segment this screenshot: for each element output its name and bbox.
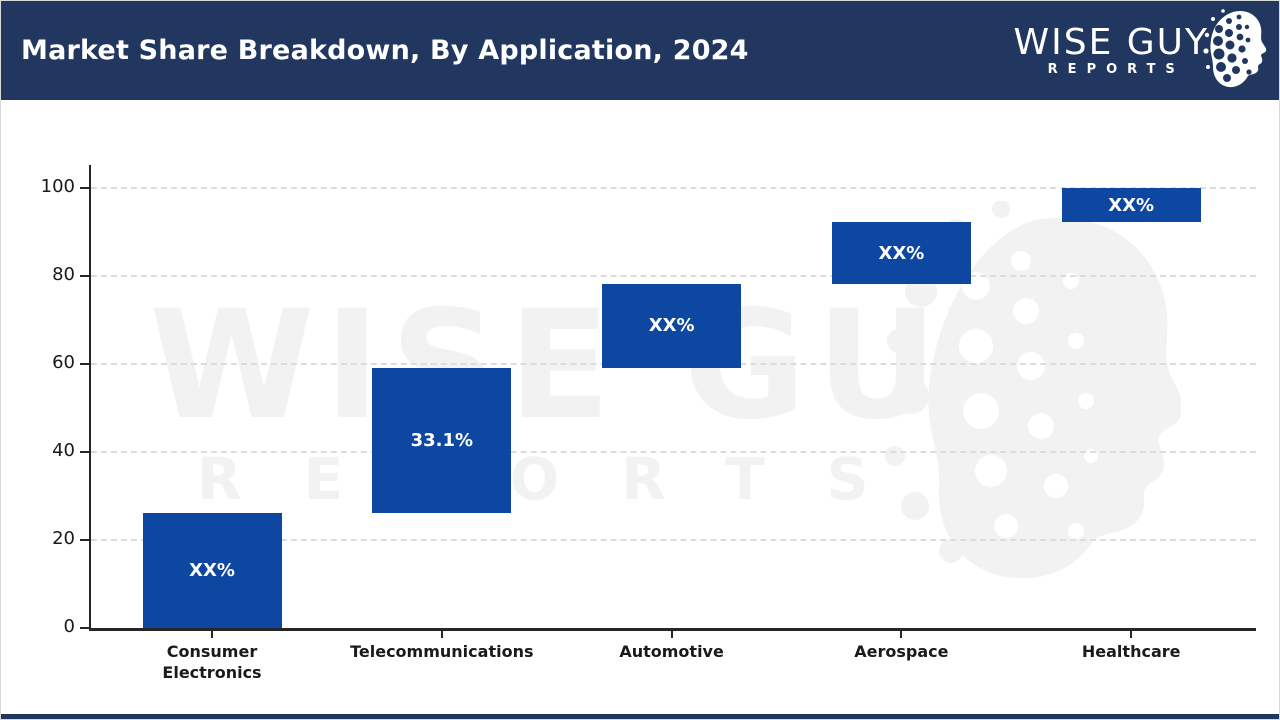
y-gridline xyxy=(91,451,1256,453)
x-tick-mark xyxy=(670,631,673,638)
x-category-label: Telecommunications xyxy=(350,642,534,661)
footer-bar xyxy=(1,714,1279,719)
waterfall-bar: XX% xyxy=(142,513,282,628)
logo-wordmark: WISE GUY xyxy=(1013,22,1209,63)
y-tick-label: 60 xyxy=(52,352,75,373)
logo-text: WISE GUY REPORTS xyxy=(1014,24,1210,78)
x-category-label: Healthcare xyxy=(1081,642,1181,661)
wise-guy-reports-logo: WISE GUY REPORTS xyxy=(1014,7,1270,95)
x-axis-line xyxy=(89,628,1256,631)
y-tick-label: 100 xyxy=(40,176,75,197)
y-tick-label: 20 xyxy=(52,528,75,549)
waterfall-bar: XX% xyxy=(1061,188,1201,223)
x-category-label: Aerospace xyxy=(854,642,949,661)
waterfall-chart: 0 20 40 60 80 100 Consumer Electronics XX% Telec… xyxy=(1,100,1279,714)
x-category-label: Consumer Electronics xyxy=(162,642,262,682)
page-title: Market Share Breakdown, By Application, … xyxy=(21,35,749,66)
x-category-label: Automotive xyxy=(619,642,724,661)
bar-value-label: XX% xyxy=(878,242,925,264)
waterfall-bar: XX% xyxy=(831,222,971,284)
bar-value-label: XX% xyxy=(648,315,695,337)
y-tick-mark xyxy=(80,539,89,541)
bar-value-label: XX% xyxy=(1108,194,1155,216)
waterfall-bar: 33.1% xyxy=(372,367,512,514)
y-tick-mark xyxy=(80,627,89,629)
x-tick-mark xyxy=(1130,631,1133,638)
y-gridline xyxy=(91,539,1256,541)
logo-subtitle: REPORTS xyxy=(1047,62,1185,77)
x-tick-mark xyxy=(211,631,213,638)
y-tick-mark xyxy=(80,363,89,365)
y-gridline xyxy=(91,275,1256,277)
y-tick-label: 40 xyxy=(52,440,75,461)
y-gridline xyxy=(91,187,1256,189)
face-profile-icon xyxy=(1203,7,1269,95)
watermark-subtitle: REPORTS xyxy=(197,445,931,513)
bar-value-label: XX% xyxy=(189,560,235,582)
y-tick-mark xyxy=(80,275,89,277)
waterfall-bar: XX% xyxy=(602,283,742,368)
watermark-face-icon xyxy=(881,200,1183,585)
bar-value-label: 33.1% xyxy=(410,429,474,451)
header-bar: Market Share Breakdown, By Application, … xyxy=(1,1,1279,100)
x-tick-mark xyxy=(440,631,443,638)
y-axis-line xyxy=(89,165,91,630)
x-tick-mark xyxy=(900,631,903,638)
y-tick-mark xyxy=(80,187,89,189)
y-tick-label: 0 xyxy=(63,616,75,637)
y-tick-mark xyxy=(80,451,89,453)
y-tick-label: 80 xyxy=(52,264,75,285)
